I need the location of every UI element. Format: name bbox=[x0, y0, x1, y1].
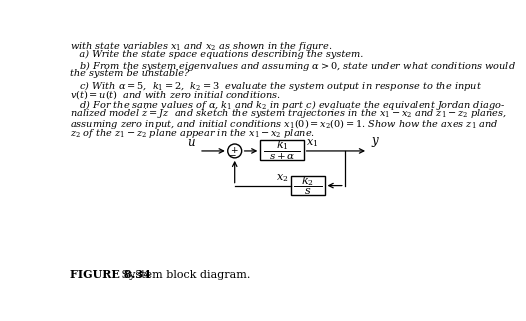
Text: FIGURE 8.34: FIGURE 8.34 bbox=[69, 269, 150, 280]
Text: +: + bbox=[230, 146, 238, 155]
Text: $s+\alpha$: $s+\alpha$ bbox=[269, 151, 296, 161]
Text: $x_2$: $x_2$ bbox=[276, 172, 288, 184]
Text: $k_1$: $k_1$ bbox=[276, 138, 288, 152]
Text: assuming zero input, and initial conditions $x_1(0) = x_2(0) = 1$. Show how the : assuming zero input, and initial conditi… bbox=[69, 117, 499, 131]
Text: System block diagram.: System block diagram. bbox=[118, 270, 250, 280]
Text: d) For the same values of $\alpha$, $k_1$ and $k_2$ in part c) evaluate the equi: d) For the same values of $\alpha$, $k_1… bbox=[69, 98, 505, 112]
Text: $k_2$: $k_2$ bbox=[301, 174, 314, 188]
Text: $s$: $s$ bbox=[304, 186, 311, 196]
Text: $x_1$: $x_1$ bbox=[306, 138, 318, 149]
Bar bbox=[290, 176, 325, 195]
Text: $y$: $y$ bbox=[371, 135, 380, 149]
Text: a) Write the state space equations describing the system.: a) Write the state space equations descr… bbox=[69, 50, 363, 59]
Text: $z_2$ of the $z_1 - z_2$ plane appear in the $x_1 - x_2$ plane.: $z_2$ of the $z_1 - z_2$ plane appear in… bbox=[69, 127, 315, 140]
Text: b) From the system eigenvalues and assuming $\alpha > 0$, state under what condi: b) From the system eigenvalues and assum… bbox=[69, 59, 515, 73]
Text: $u$: $u$ bbox=[187, 136, 196, 149]
Text: −: − bbox=[228, 150, 235, 159]
Text: $v(t) = u(t)$  and with zero initial conditions.: $v(t) = u(t)$ and with zero initial cond… bbox=[69, 88, 280, 101]
Bar bbox=[260, 140, 304, 160]
Text: with state variables $x_1$ and $x_2$ as shown in the figure.: with state variables $x_1$ and $x_2$ as … bbox=[69, 40, 332, 53]
Text: nalized model $\dot{z} = Jz$  and sketch the system trajectories in the $x_1 - x: nalized model $\dot{z} = Jz$ and sketch … bbox=[69, 108, 507, 121]
Text: c) With $\alpha = 5$,  $k_1 = 2$,  $k_2 = 3$  evaluate the system output in resp: c) With $\alpha = 5$, $k_1 = 2$, $k_2 = … bbox=[69, 79, 482, 92]
Text: the system be unstable?: the system be unstable? bbox=[69, 69, 189, 78]
